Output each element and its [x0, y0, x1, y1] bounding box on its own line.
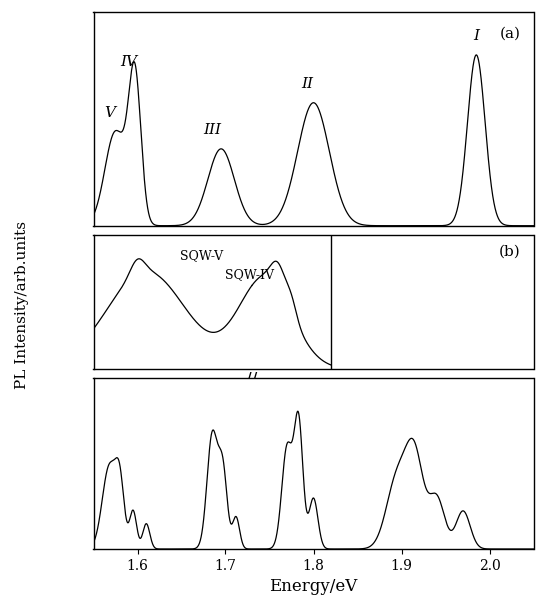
Text: IV: IV — [120, 54, 137, 68]
X-axis label: Energy/eV: Energy/eV — [270, 578, 358, 595]
Text: III: III — [204, 123, 221, 137]
Text: II: II — [301, 77, 314, 91]
Text: SQW-V: SQW-V — [180, 249, 223, 262]
Text: I: I — [474, 29, 479, 43]
Text: PL Intensity/arb.units: PL Intensity/arb.units — [15, 221, 29, 389]
Text: V: V — [104, 106, 115, 120]
Text: (a): (a) — [499, 27, 520, 41]
Text: SQW-IV: SQW-IV — [226, 268, 274, 281]
Text: //: // — [246, 371, 257, 389]
Text: (b): (b) — [498, 244, 520, 258]
